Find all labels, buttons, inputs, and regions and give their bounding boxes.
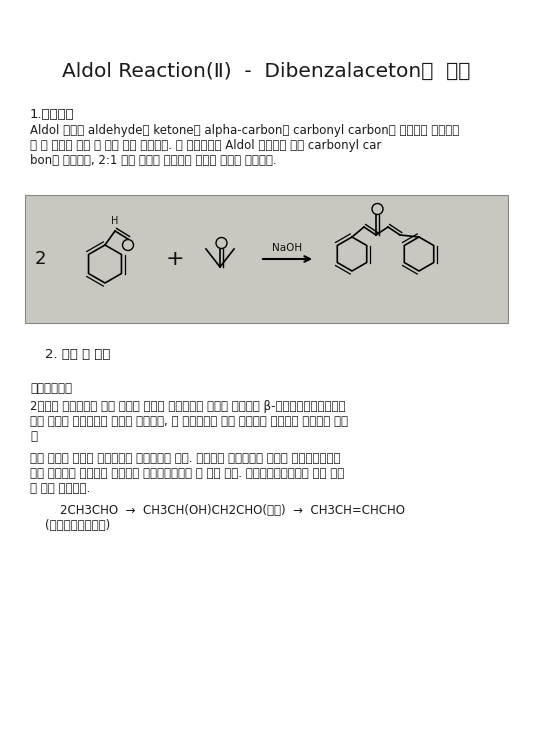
Text: 2. 이론 및 원리: 2. 이론 및 원리 <box>45 348 110 361</box>
Text: Aldol 반응은 aldehyde나 ketone의 alpha-carbon과 carbonyl carbon을 연결하는 반응으로: Aldol 반응은 aldehyde나 ketone의 alpha-carbon… <box>30 124 459 137</box>
Circle shape <box>372 204 383 214</box>
Text: 1.실험목적: 1.실험목적 <box>30 108 75 121</box>
Text: 되기 쉬우으로 이것까지 포함하여 알돌축합이라고 할 때도 있다. 아세트알데하이드인 경우 다음: 되기 쉬우으로 이것까지 포함하여 알돌축합이라고 할 때도 있다. 아세트알데… <box>30 467 344 480</box>
Text: Aldol Reaction(Ⅱ)  -  Dibenzalaceton의  합성: Aldol Reaction(Ⅱ) - Dibenzalaceton의 합성 <box>62 62 470 81</box>
Text: 2CH3CHO  →  CH3CH(OH)CH2CHO(알돌)  →  CH3CH=CHCHO: 2CH3CHO → CH3CH(OH)CH2CHO(알돌) → CH3CH=CH… <box>30 504 405 517</box>
FancyBboxPatch shape <box>25 195 508 323</box>
Text: H: H <box>111 216 119 226</box>
Text: 또는 케튼을 생성시키는 반응을 말하는데, 그 메커니즘은 카비 음이온이 카보닐에 첨가되는 것이: 또는 케튼을 생성시키는 반응을 말하는데, 그 메커니즘은 카비 음이온이 카… <box>30 415 348 428</box>
Text: 2: 2 <box>35 250 46 268</box>
Text: bon과 반응하여, 2:1 분자 비율로 물질들이 반응에 참여한 경우이다.: bon과 반응하여, 2:1 분자 비율로 물질들이 반응에 참여한 경우이다. <box>30 154 277 167</box>
Text: 알돌축합반응: 알돌축합반응 <box>30 382 72 395</box>
Text: (크로톤알데하이드): (크로톤알데하이드) <box>30 519 110 532</box>
Text: +: + <box>166 249 184 269</box>
Text: 다: 다 <box>30 430 37 443</box>
Text: 2분자의 알데하이드 또는 케튼을 염기의 촉매작용에 의하여 중합시켜 β-하이드록시알데하이드: 2분자의 알데하이드 또는 케튼을 염기의 촉매작용에 의하여 중합시켜 β-하… <box>30 400 345 413</box>
Circle shape <box>216 238 227 249</box>
Circle shape <box>123 240 133 250</box>
Text: NaOH: NaOH <box>272 243 303 253</box>
Text: 이런 종류의 물질을 일반적으로 알돌류라고 한다. 알돌류는 탈수반응을 일으켜 불포화화합물이: 이런 종류의 물질을 일반적으로 알돌류라고 한다. 알돌류는 탈수반응을 일으… <box>30 452 341 465</box>
Text: 과 같이 반응한다.: 과 같이 반응한다. <box>30 482 90 495</box>
Text: 더 큰 물질을 만들 수 있는 좋은 방법이다. 이 반응에서는 Aldol 생성물이 다시 carbonyl car: 더 큰 물질을 만들 수 있는 좋은 방법이다. 이 반응에서는 Aldol 생… <box>30 139 382 152</box>
